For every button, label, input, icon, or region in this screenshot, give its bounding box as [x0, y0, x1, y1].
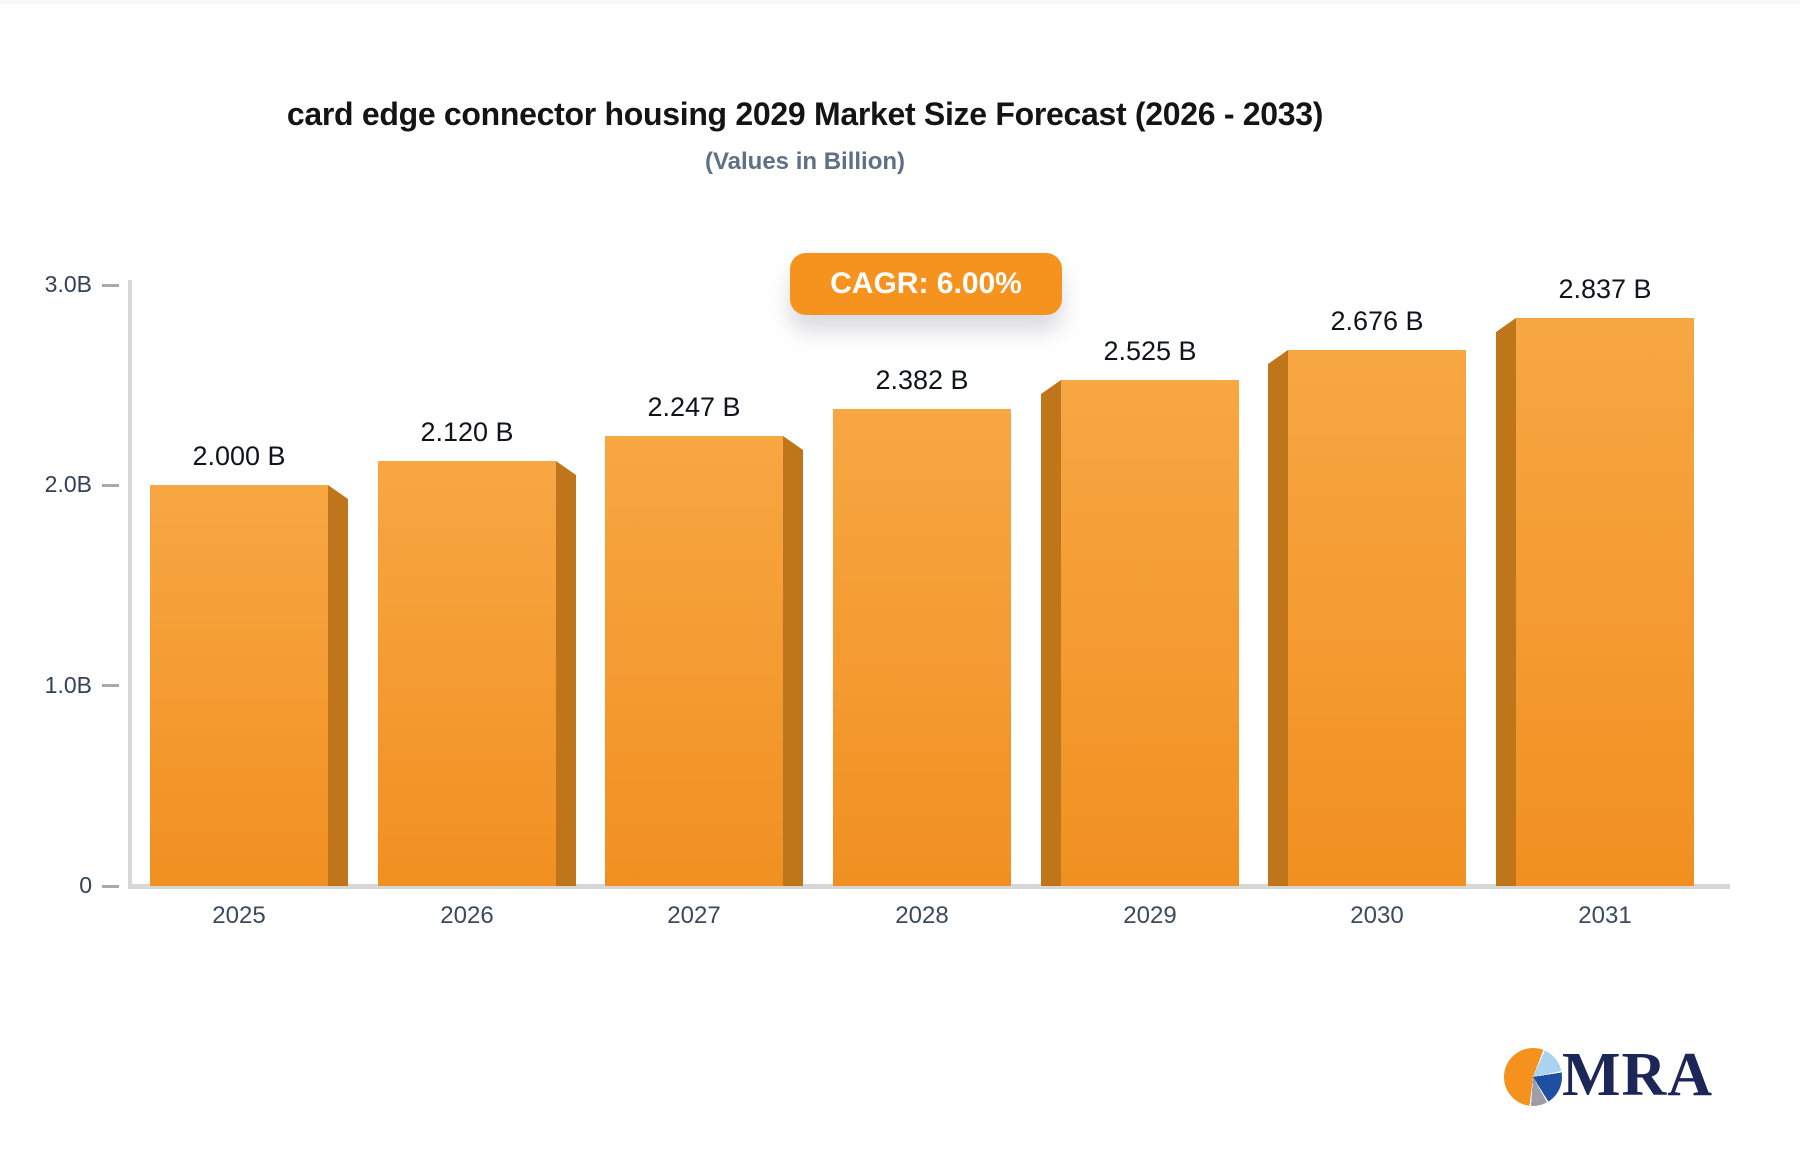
x-tick-label-2026: 2026: [440, 902, 494, 929]
bar-side-face-2030[interactable]: [1268, 350, 1288, 886]
bar-side-face-2029[interactable]: [1041, 380, 1061, 886]
y-tick-mark: [102, 283, 119, 287]
y-tick-mark: [102, 684, 119, 688]
bar-side-face-2026[interactable]: [556, 461, 576, 886]
bar-side-face-2031[interactable]: [1496, 318, 1516, 886]
x-tick-label-2030: 2030: [1350, 902, 1404, 929]
bar-value-label-2027: 2.247 B: [647, 392, 741, 422]
bar-2030[interactable]: [1288, 350, 1466, 886]
chart-subtitle: (Values in Billion): [704, 148, 906, 175]
top-edge-strip: [0, 0, 1800, 4]
bar-2026[interactable]: [378, 461, 556, 886]
bar-side-face-2027[interactable]: [783, 436, 803, 886]
bar-value-label-2029: 2.525 B: [1103, 336, 1197, 366]
y-axis-line: [128, 280, 132, 888]
x-tick-label-2027: 2027: [667, 902, 721, 929]
bar-value-label-2028: 2.382 B: [875, 365, 969, 395]
x-tick-label-2031: 2031: [1578, 902, 1632, 929]
chart-title: card edge connector housing 2029 Market …: [286, 96, 1324, 132]
bar-value-label-2026: 2.120 B: [420, 417, 514, 447]
bar-value-label-2030: 2.676 B: [1330, 306, 1424, 336]
bar-2029[interactable]: [1061, 380, 1239, 886]
y-tick-mark: [102, 483, 119, 487]
bar-2028[interactable]: [833, 409, 1011, 886]
cagr-badge: CAGR: 6.00%: [790, 253, 1062, 315]
y-tick-label: 1.0B: [44, 671, 92, 698]
pie-chart-icon: [1504, 1048, 1562, 1106]
bar-2027[interactable]: [605, 436, 783, 886]
x-tick-label-2028: 2028: [895, 902, 949, 929]
bar-value-label-2025: 2.000 B: [192, 441, 286, 471]
bar-side-face-2025[interactable]: [328, 485, 348, 886]
bar-2031[interactable]: [1516, 318, 1694, 886]
bar-2025[interactable]: [150, 485, 328, 886]
y-tick-label: 2.0B: [44, 471, 92, 498]
y-tick-mark: [102, 884, 119, 888]
y-tick-label: 3.0B: [44, 271, 92, 298]
x-axis-line: [128, 884, 1730, 889]
mra-logo: MRA: [1504, 1040, 1764, 1120]
logo-text: MRA: [1562, 1041, 1714, 1109]
x-tick-label-2029: 2029: [1123, 902, 1177, 929]
y-tick-label: 0: [79, 872, 92, 898]
x-tick-label-2025: 2025: [212, 902, 266, 929]
bar-value-label-2031: 2.837 B: [1558, 274, 1652, 304]
